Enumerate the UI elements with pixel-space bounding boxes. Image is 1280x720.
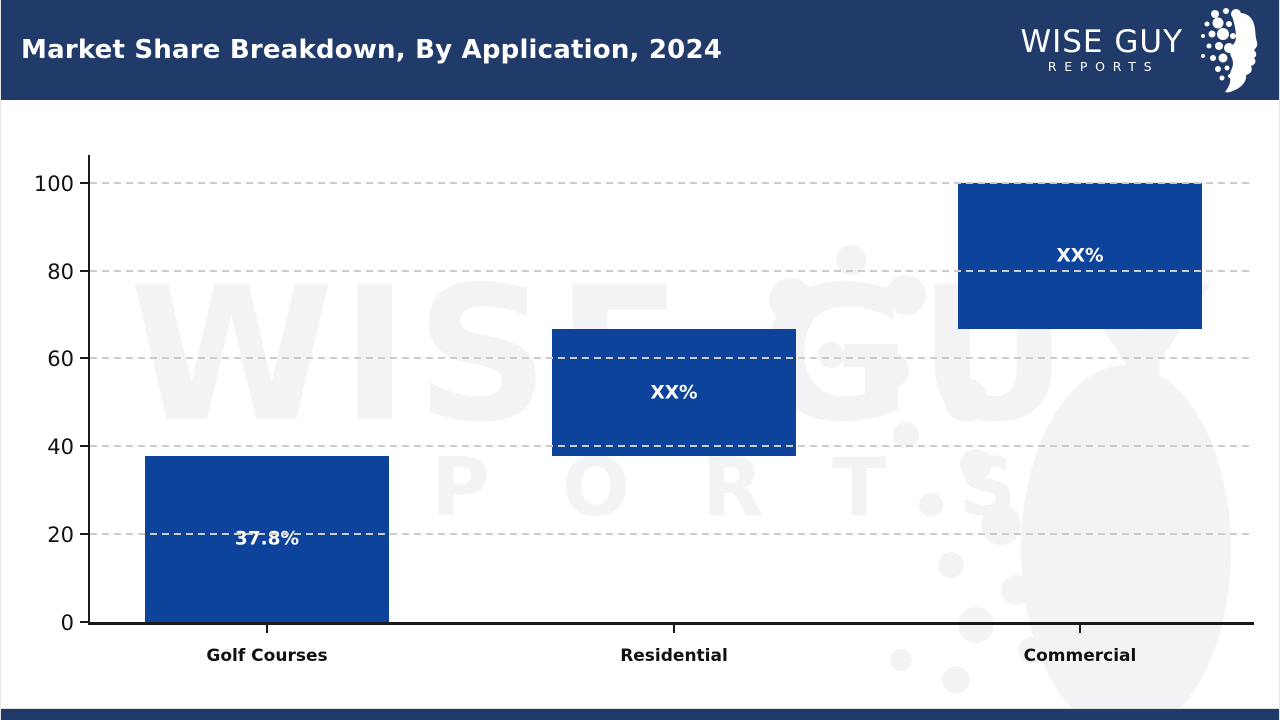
x-tick-golf-courses	[266, 625, 268, 633]
y-tick-label-80: 80	[47, 259, 74, 284]
gridline-80	[90, 269, 1254, 272]
gridline-100	[90, 181, 1254, 184]
x-label-golf-courses: Golf Courses	[206, 646, 328, 666]
x-tick-commercial	[1079, 625, 1081, 633]
brand-subname: REPORTS	[1047, 58, 1160, 74]
brand-text: WISE GUY REPORTS	[1020, 23, 1183, 74]
wiseguy-face-logo-icon	[1201, 8, 1258, 93]
bar-golf-courses: 37.8%	[145, 455, 389, 622]
gridline-20	[90, 533, 1254, 536]
x-label-commercial: Commercial	[1023, 646, 1137, 666]
brand-logo: WISE GUY REPORTS	[1020, 6, 1259, 94]
header-band: Market Share Breakdown, By Application, …	[1, 0, 1279, 100]
bar-value-label-residential: XX%	[650, 382, 698, 403]
bar-value-label-commercial: XX%	[1056, 245, 1104, 267]
gridline-40	[90, 445, 1254, 448]
y-tick-60	[80, 357, 88, 360]
y-tick-label-40: 40	[47, 435, 74, 460]
y-tick-100	[80, 181, 88, 184]
y-tick-40	[80, 445, 88, 448]
gridline-60	[90, 357, 1254, 360]
bar-residential: XX%	[552, 329, 796, 456]
x-label-residential: Residential	[620, 646, 728, 666]
bar-commercial: XX%	[958, 182, 1202, 330]
y-tick-label-0: 0	[60, 611, 74, 635]
y-tick-label-60: 60	[47, 347, 74, 372]
footer-band	[1, 708, 1279, 720]
y-tick-80	[80, 269, 88, 272]
y-tick-0	[80, 621, 88, 623]
page-title: Market Share Breakdown, By Application, …	[21, 35, 723, 65]
plot-area: 37.8% XX% XX% 0 20 40 60 80 100 Golf Courses Resid…	[34, 155, 1254, 666]
x-tick-residential	[673, 625, 675, 633]
y-tick-label-100: 100	[33, 171, 74, 196]
bar-value-label-golf-courses: 37.8%	[234, 528, 300, 550]
y-tick-label-20: 20	[47, 523, 74, 548]
brand-name: WISE GUY	[1020, 23, 1183, 60]
y-tick-20	[80, 533, 88, 536]
